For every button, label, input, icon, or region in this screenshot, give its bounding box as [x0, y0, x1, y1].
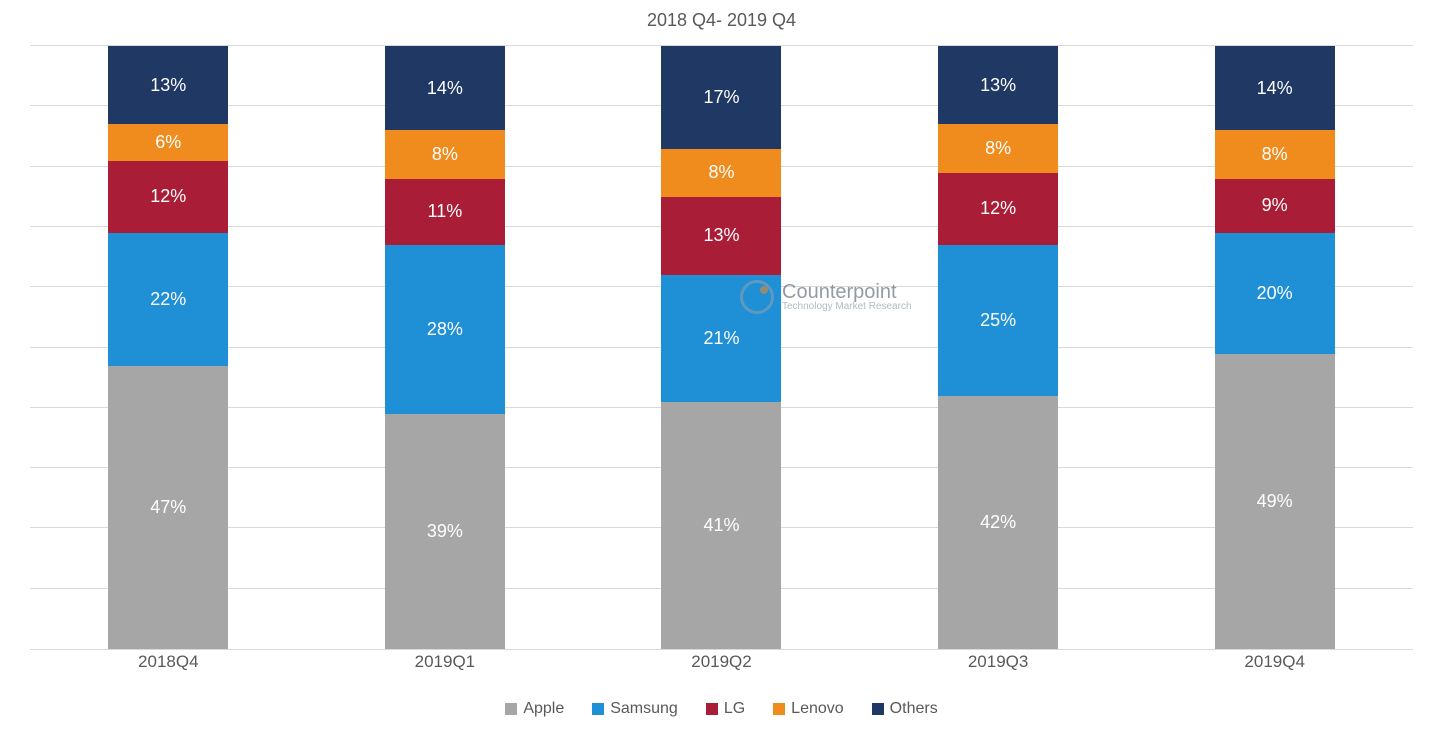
- bar-segment: 14%: [1215, 46, 1335, 130]
- legend-swatch: [773, 703, 785, 715]
- chart-title: 2018 Q4- 2019 Q4: [0, 0, 1443, 41]
- watermark: Counterpoint Technology Market Research: [740, 280, 912, 314]
- column-slot: 39%28%11%8%14%: [307, 46, 584, 649]
- x-axis: 2018Q42019Q12019Q22019Q32019Q4: [30, 652, 1413, 680]
- legend: Apple Samsung LG Lenovo Others: [0, 700, 1443, 718]
- stacked-bar: 49%20%9%8%14%: [1215, 46, 1335, 649]
- plot-area: 47%22%12%6%13%39%28%11%8%14%41%21%13%8%1…: [30, 45, 1413, 650]
- bar-segment: 14%: [385, 46, 505, 130]
- legend-label: LG: [724, 700, 745, 718]
- bar-segment: 8%: [661, 149, 781, 197]
- legend-label: Others: [890, 700, 938, 718]
- bar-segment: 22%: [108, 233, 228, 366]
- bar-segment: 8%: [385, 130, 505, 178]
- watermark-sub: Technology Market Research: [782, 302, 912, 312]
- bar-segment: 11%: [385, 179, 505, 245]
- column-slot: 49%20%9%8%14%: [1136, 46, 1413, 649]
- legend-item: Apple: [505, 700, 564, 718]
- bar-segment: 13%: [661, 197, 781, 275]
- bar-segment: 13%: [108, 46, 228, 124]
- x-axis-label: 2019Q1: [307, 652, 584, 680]
- legend-label: Samsung: [610, 700, 678, 718]
- bar-segment: 49%: [1215, 354, 1335, 649]
- watermark-main: Counterpoint: [782, 282, 912, 302]
- legend-item: Lenovo: [773, 700, 844, 718]
- bar-segment: 12%: [938, 173, 1058, 245]
- x-axis-label: 2019Q3: [860, 652, 1137, 680]
- legend-item: Samsung: [592, 700, 678, 718]
- bar-segment: 41%: [661, 402, 781, 649]
- bar-segment: 17%: [661, 46, 781, 149]
- stacked-bar: 41%21%13%8%17%: [661, 46, 781, 649]
- column-slot: 41%21%13%8%17%: [583, 46, 860, 649]
- legend-item: LG: [706, 700, 745, 718]
- counterpoint-logo-icon: [740, 280, 774, 314]
- legend-item: Others: [872, 700, 938, 718]
- legend-swatch: [505, 703, 517, 715]
- bar-segment: 47%: [108, 366, 228, 649]
- bar-segment: 20%: [1215, 233, 1335, 354]
- bar-segment: 25%: [938, 245, 1058, 396]
- bar-segment: 42%: [938, 396, 1058, 649]
- x-axis-label: 2019Q4: [1136, 652, 1413, 680]
- bar-segment: 12%: [108, 161, 228, 233]
- x-axis-label: 2018Q4: [30, 652, 307, 680]
- column-slot: 42%25%12%8%13%: [860, 46, 1137, 649]
- stacked-bar: 39%28%11%8%14%: [385, 46, 505, 649]
- bar-segment: 39%: [385, 414, 505, 649]
- bar-segment: 13%: [938, 46, 1058, 124]
- bar-segment: 28%: [385, 245, 505, 414]
- bar-columns: 47%22%12%6%13%39%28%11%8%14%41%21%13%8%1…: [30, 46, 1413, 649]
- legend-swatch: [706, 703, 718, 715]
- stacked-bar: 42%25%12%8%13%: [938, 46, 1058, 649]
- legend-label: Apple: [523, 700, 564, 718]
- x-axis-label: 2019Q2: [583, 652, 860, 680]
- column-slot: 47%22%12%6%13%: [30, 46, 307, 649]
- bar-segment: 6%: [108, 124, 228, 160]
- stacked-bar: 47%22%12%6%13%: [108, 46, 228, 649]
- bar-segment: 8%: [1215, 130, 1335, 178]
- bar-segment: 8%: [938, 124, 1058, 172]
- watermark-text: Counterpoint Technology Market Research: [782, 282, 912, 312]
- bar-segment: 9%: [1215, 179, 1335, 233]
- legend-swatch: [592, 703, 604, 715]
- legend-label: Lenovo: [791, 700, 844, 718]
- legend-swatch: [872, 703, 884, 715]
